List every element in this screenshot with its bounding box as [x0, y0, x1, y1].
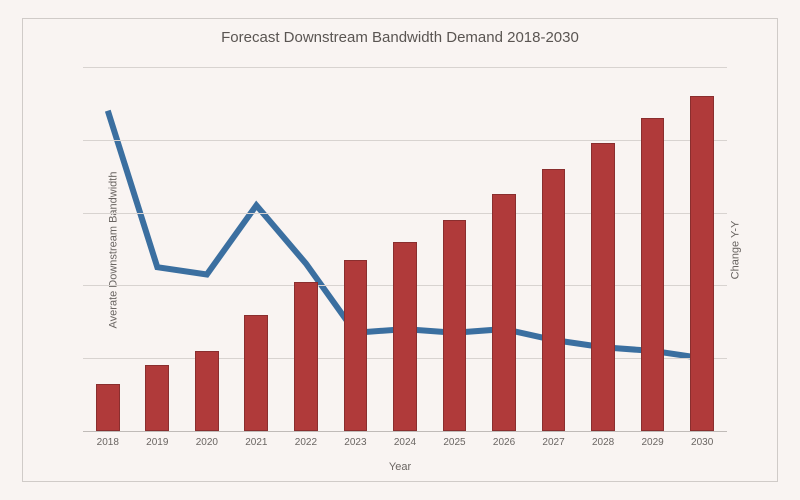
bar — [145, 365, 169, 431]
bar — [690, 96, 714, 431]
x-tick-label: 2020 — [196, 437, 218, 448]
x-tick-label: 2026 — [493, 437, 515, 448]
x-tick-label: 2018 — [97, 437, 119, 448]
bar — [195, 351, 219, 431]
bar-slot: 2029 — [628, 67, 678, 431]
chart-title: Forecast Downstream Bandwidth Demand 201… — [23, 29, 777, 46]
x-tick-label: 2027 — [542, 437, 564, 448]
x-tick-label: 2021 — [245, 437, 267, 448]
bar-series: 2018201920202021202220232024202520262027… — [83, 67, 727, 431]
x-axis-label: Year — [23, 461, 777, 473]
bar-slot: 2019 — [133, 67, 183, 431]
bar-slot: 2025 — [430, 67, 480, 431]
bar-slot: 2026 — [479, 67, 529, 431]
bar-slot: 2024 — [380, 67, 430, 431]
bar — [492, 194, 516, 431]
bar — [591, 143, 615, 431]
bar — [443, 220, 467, 431]
bar — [294, 282, 318, 431]
plot-area: 2018201920202021202220232024202520262027… — [83, 67, 727, 431]
bar — [244, 315, 268, 431]
bar — [542, 169, 566, 431]
chart-frame: Forecast Downstream Bandwidth Demand 201… — [22, 18, 778, 482]
x-tick-label: 2019 — [146, 437, 168, 448]
x-tick-label: 2028 — [592, 437, 614, 448]
bar-slot: 2028 — [578, 67, 628, 431]
bar-slot: 2030 — [677, 67, 727, 431]
bar-slot: 2023 — [331, 67, 381, 431]
chart-container: Forecast Downstream Bandwidth Demand 201… — [0, 0, 800, 500]
x-tick-label: 2024 — [394, 437, 416, 448]
bar — [96, 384, 120, 431]
bar-slot: 2021 — [232, 67, 282, 431]
x-tick-label: 2023 — [344, 437, 366, 448]
bar — [641, 118, 665, 431]
x-tick-label: 2025 — [443, 437, 465, 448]
bar-slot: 2020 — [182, 67, 232, 431]
bar — [344, 260, 368, 431]
y-right-axis-label: Change Y-Y — [730, 221, 742, 280]
bar-slot: 2018 — [83, 67, 133, 431]
bar — [393, 242, 417, 431]
bar-slot: 2022 — [281, 67, 331, 431]
x-tick-label: 2029 — [641, 437, 663, 448]
x-tick-label: 2022 — [295, 437, 317, 448]
x-tick-label: 2030 — [691, 437, 713, 448]
gridline — [83, 431, 727, 432]
bar-slot: 2027 — [529, 67, 579, 431]
